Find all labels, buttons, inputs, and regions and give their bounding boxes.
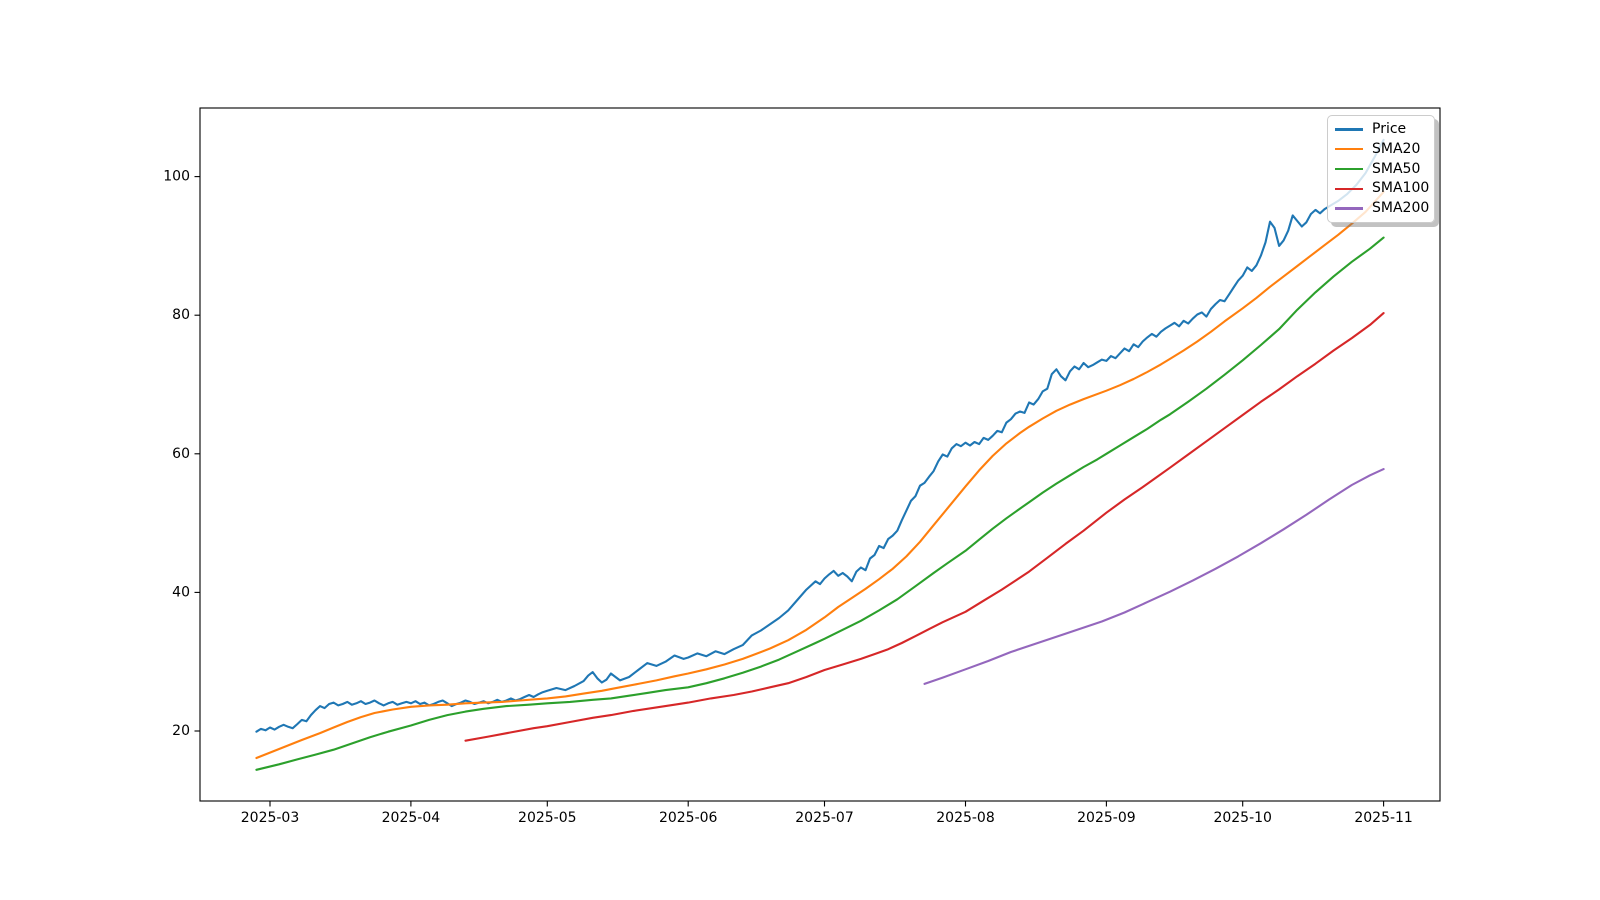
y-tick-label: 100 bbox=[163, 169, 190, 185]
legend-label: SMA20 bbox=[1372, 140, 1421, 157]
price-line-sample bbox=[1335, 128, 1363, 131]
x-tick-label: 2025-06 bbox=[659, 810, 718, 826]
x-tick-label: 2025-10 bbox=[1213, 810, 1272, 826]
legend-item-sma200: SMA200 bbox=[1335, 200, 1430, 217]
y-tick-label: 20 bbox=[172, 723, 190, 739]
sma200-line-sample bbox=[1335, 207, 1363, 210]
legend-item-sma100: SMA100 bbox=[1335, 180, 1430, 197]
legend-label: Price bbox=[1372, 121, 1407, 137]
series-line-sma200 bbox=[923, 468, 1385, 685]
x-tick-label: 2025-03 bbox=[241, 810, 300, 826]
x-tick-label: 2025-05 bbox=[518, 810, 577, 826]
sma20-line-sample bbox=[1335, 148, 1363, 151]
x-tick-label: 2025-07 bbox=[795, 810, 854, 826]
sma50-line-sample bbox=[1335, 167, 1363, 171]
x-tick-label: 2025-08 bbox=[936, 810, 995, 826]
legend-item-price: Price bbox=[1335, 121, 1427, 138]
legend-label: SMA50 bbox=[1372, 160, 1421, 177]
y-tick-label: 80 bbox=[172, 307, 190, 323]
plot-border bbox=[199, 107, 1441, 802]
legend-item-sma50: SMA50 bbox=[1335, 161, 1427, 178]
sma100-line-sample bbox=[1335, 187, 1363, 190]
y-tick-label: 60 bbox=[172, 446, 190, 462]
y-tick-label: 40 bbox=[172, 584, 190, 600]
legend-label: SMA200 bbox=[1372, 200, 1430, 216]
series-line-price bbox=[255, 138, 1385, 733]
legend: Price SMA20 SMA50 SMA100 SMA200 bbox=[1327, 115, 1435, 223]
x-tick-label: 2025-09 bbox=[1077, 810, 1136, 826]
series-line-sma100 bbox=[464, 312, 1385, 742]
series-line-sma20 bbox=[255, 190, 1385, 760]
series-line-sma50 bbox=[255, 236, 1385, 771]
legend-label: SMA100 bbox=[1372, 180, 1430, 197]
legend-item-sma20: SMA20 bbox=[1335, 141, 1427, 158]
x-tick-label: 2025-04 bbox=[382, 810, 441, 826]
x-tick-label: 2025-11 bbox=[1354, 810, 1413, 826]
